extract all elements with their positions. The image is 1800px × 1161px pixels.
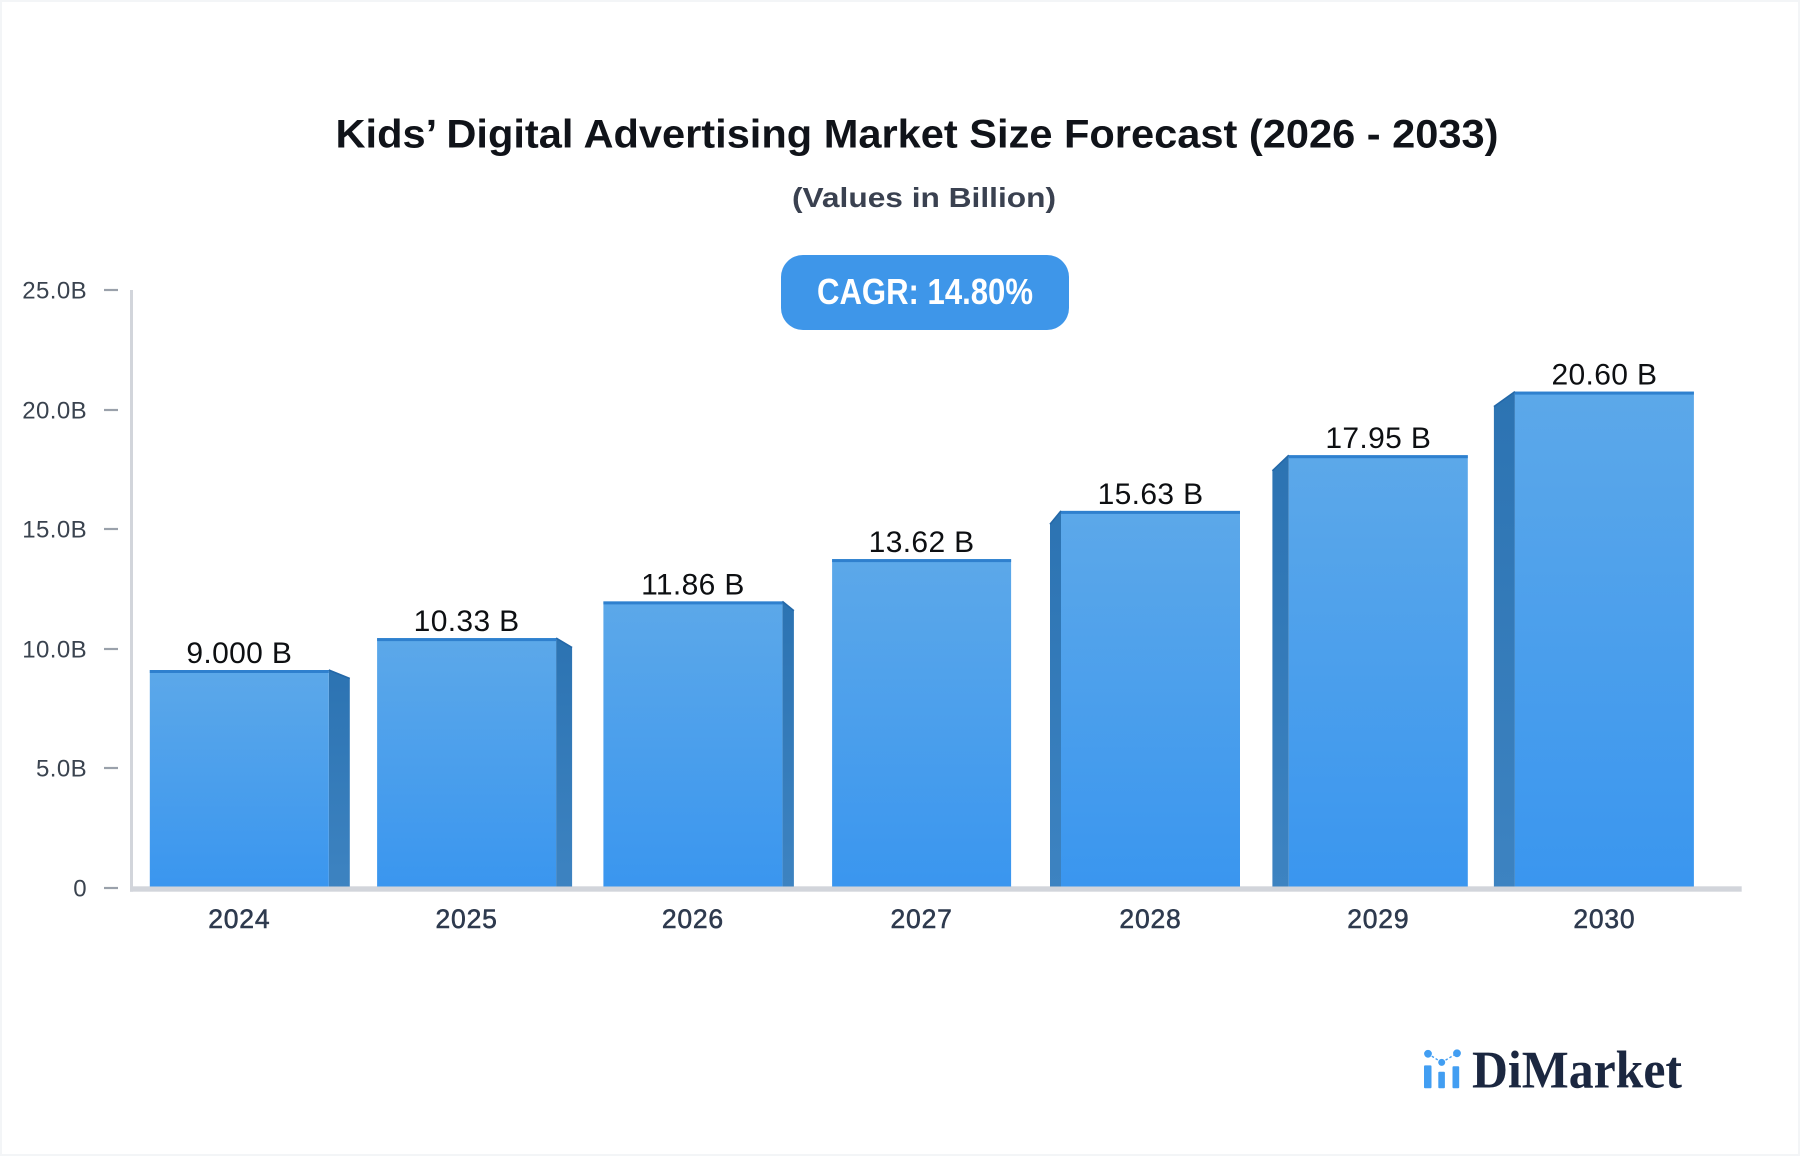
svg-text:20.0B: 20.0B (22, 398, 87, 425)
svg-text:20.60 B: 20.60 B (1551, 359, 1657, 392)
svg-text:2029: 2029 (1347, 904, 1409, 934)
svg-text:2028: 2028 (1119, 904, 1181, 934)
svg-text:Kids’ Digital Advertising Mark: Kids’ Digital Advertising Market Size Fo… (336, 113, 1499, 157)
svg-text:15.0B: 15.0B (22, 517, 87, 544)
svg-text:25.0B: 25.0B (22, 278, 87, 305)
svg-text:11.86 B: 11.86 B (641, 568, 745, 601)
svg-text:2027: 2027 (891, 904, 953, 934)
svg-text:0: 0 (73, 876, 87, 903)
svg-text:5.0B: 5.0B (36, 756, 87, 783)
svg-text:10.0B: 10.0B (22, 637, 87, 664)
svg-text:2026: 2026 (662, 904, 724, 934)
svg-text:13.62 B: 13.62 B (869, 526, 975, 559)
svg-text:15.63 B: 15.63 B (1098, 478, 1204, 511)
svg-text:(Values in Billion): (Values in Billion) (792, 182, 1056, 213)
svg-text:DiMarket: DiMarket (1472, 1042, 1682, 1100)
svg-text:2024: 2024 (208, 904, 270, 934)
svg-text:17.95 B: 17.95 B (1325, 422, 1431, 455)
svg-text:2025: 2025 (436, 904, 498, 934)
svg-text:2030: 2030 (1573, 904, 1635, 934)
svg-text:CAGR: 14.80%: CAGR: 14.80% (817, 271, 1033, 312)
svg-text:9.000 B: 9.000 B (186, 637, 292, 670)
svg-text:10.33 B: 10.33 B (414, 605, 520, 638)
